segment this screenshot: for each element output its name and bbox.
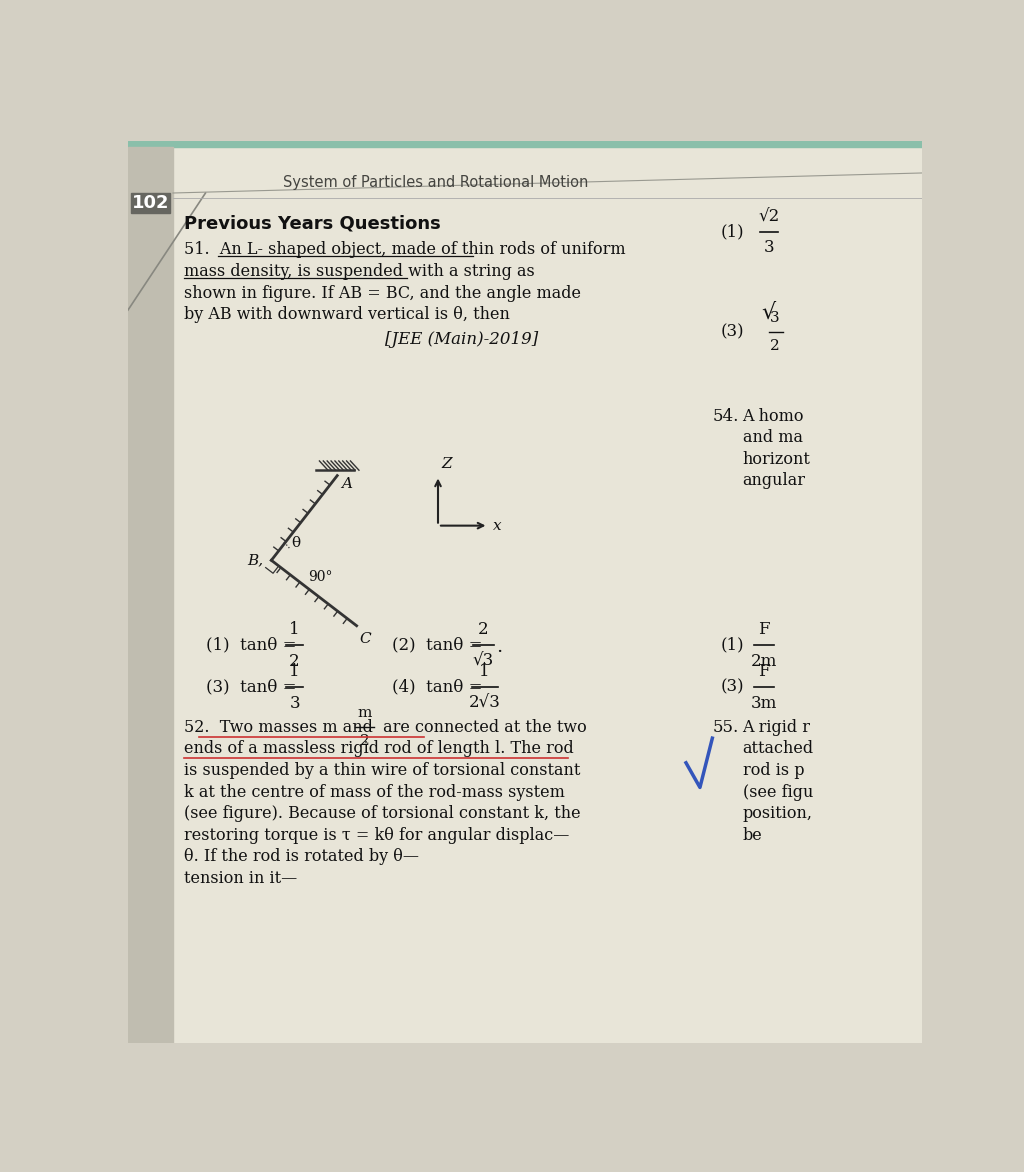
Text: 3: 3: [290, 695, 300, 713]
Text: be: be: [742, 826, 762, 844]
Text: √3: √3: [472, 653, 494, 669]
Text: 51.  An L- shaped object, made of thin rods of uniform: 51. An L- shaped object, made of thin ro…: [183, 241, 626, 259]
Text: 1: 1: [479, 663, 489, 681]
Text: (4)  tanθ =: (4) tanθ =: [391, 679, 487, 696]
Bar: [131, 193, 170, 213]
Text: Z: Z: [441, 457, 452, 471]
Text: m: m: [357, 707, 372, 721]
Text: A: A: [341, 477, 352, 491]
Text: ends of a massless rigid rod of length l. The rod: ends of a massless rigid rod of length l…: [183, 741, 573, 757]
Text: F: F: [758, 621, 769, 638]
Text: 2√3: 2√3: [469, 695, 501, 713]
Text: by AB with downward vertical is θ, then: by AB with downward vertical is θ, then: [183, 306, 510, 323]
Text: is suspended by a thin wire of torsional constant: is suspended by a thin wire of torsional…: [183, 762, 581, 779]
Text: are connected at the two: are connected at the two: [378, 718, 587, 736]
Text: k at the centre of mass of the rod-mass system: k at the centre of mass of the rod-mass …: [183, 784, 564, 800]
Text: Previous Years Questions: Previous Years Questions: [183, 214, 440, 233]
Text: (3): (3): [721, 679, 744, 696]
Text: 3m: 3m: [751, 695, 776, 713]
Text: rod is p: rod is p: [742, 762, 804, 779]
Text: angular: angular: [742, 472, 806, 490]
Text: 1: 1: [290, 663, 300, 681]
Text: 54.: 54.: [713, 408, 739, 424]
Text: (3): (3): [721, 323, 744, 340]
Text: position,: position,: [742, 805, 813, 822]
Text: and ma: and ma: [742, 429, 803, 447]
Text: √2: √2: [759, 209, 779, 225]
Text: θ: θ: [292, 537, 301, 551]
Text: x: x: [493, 519, 502, 532]
Text: A rigid r: A rigid r: [742, 718, 811, 736]
Text: horizont: horizont: [742, 451, 810, 468]
Text: 2m: 2m: [751, 653, 776, 669]
Text: (2)  tanθ =: (2) tanθ =: [391, 636, 487, 654]
Text: C: C: [359, 632, 372, 646]
Text: (see figure). Because of torsional constant k, the: (see figure). Because of torsional const…: [183, 805, 581, 822]
Text: √: √: [761, 302, 775, 323]
Text: (1): (1): [721, 223, 744, 240]
Text: 102: 102: [132, 195, 169, 212]
Text: 2: 2: [359, 735, 370, 748]
Text: restoring torque is τ = kθ for angular displac—: restoring torque is τ = kθ for angular d…: [183, 826, 569, 844]
Text: 3: 3: [770, 312, 780, 326]
Text: attached: attached: [742, 741, 814, 757]
Text: 90°: 90°: [308, 571, 333, 584]
Text: 2: 2: [290, 653, 300, 669]
Text: 55.: 55.: [713, 718, 739, 736]
Text: (3)  tanθ =: (3) tanθ =: [206, 679, 301, 696]
Text: tension in it—: tension in it—: [183, 870, 297, 887]
Text: 2: 2: [477, 621, 488, 638]
Text: 3: 3: [764, 239, 774, 257]
Text: [JEE (Main)-2019]: [JEE (Main)-2019]: [385, 331, 538, 348]
Text: 2: 2: [770, 339, 780, 353]
Text: (1)  tanθ =: (1) tanθ =: [206, 636, 301, 654]
Text: .: .: [496, 638, 503, 655]
Text: (1): (1): [721, 636, 744, 654]
Text: F: F: [758, 663, 769, 681]
Bar: [128, 146, 173, 1043]
Text: System of Particles and Rotational Motion: System of Particles and Rotational Motio…: [283, 176, 589, 191]
Text: A homo: A homo: [742, 408, 804, 424]
Text: mass density, is suspended with a string as: mass density, is suspended with a string…: [183, 263, 535, 280]
Bar: [128, 141, 922, 146]
Text: (see figu: (see figu: [742, 784, 813, 800]
Text: B,: B,: [248, 553, 263, 567]
Text: 1: 1: [290, 621, 300, 638]
Text: shown in figure. If AB = BC, and the angle made: shown in figure. If AB = BC, and the ang…: [183, 285, 581, 301]
Text: θ. If the rod is rotated by θ—: θ. If the rod is rotated by θ—: [183, 849, 419, 865]
Text: 52.  Two masses m and: 52. Two masses m and: [183, 718, 378, 736]
